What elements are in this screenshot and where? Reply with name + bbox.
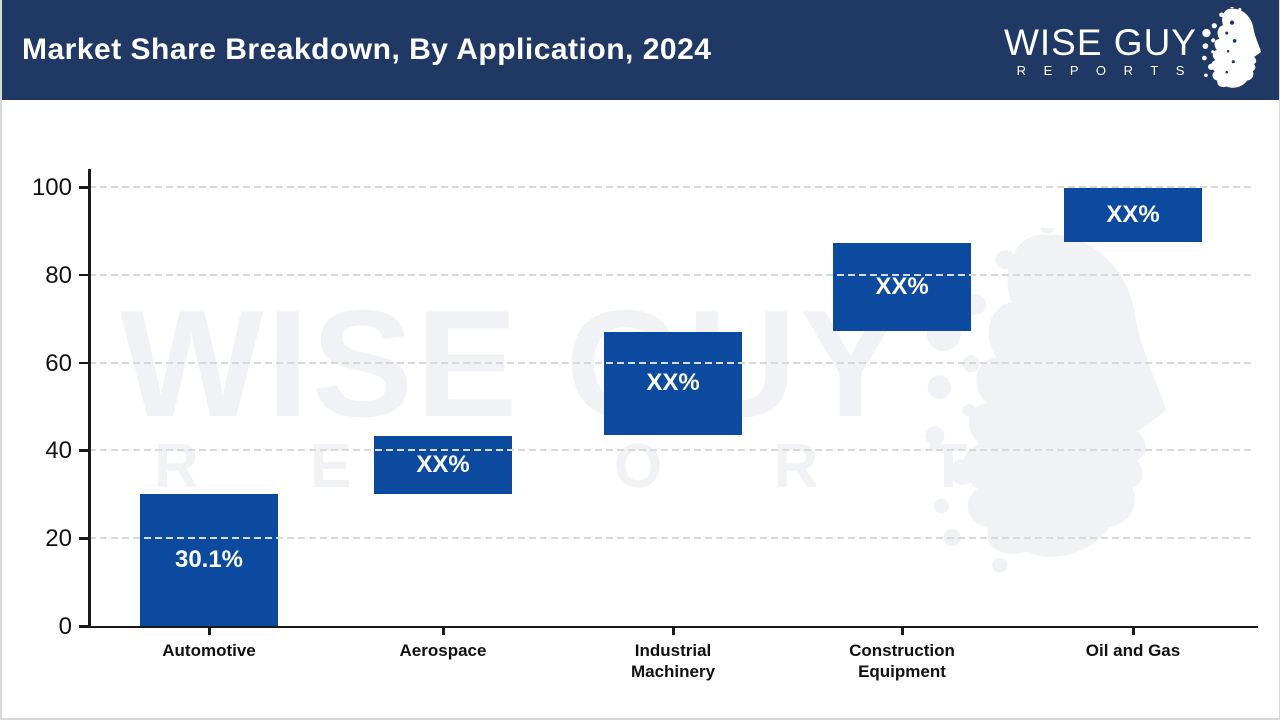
y-tick-label: 40 xyxy=(45,437,72,465)
gridline-20 xyxy=(89,537,1255,540)
gridline-80 xyxy=(89,273,1255,276)
logo-wordmark: WISE GUY xyxy=(1003,21,1197,63)
y-tick-mark xyxy=(79,186,88,189)
y-tick-label: 20 xyxy=(45,525,72,553)
chart-title: Market Share Breakdown, By Application, … xyxy=(22,33,712,66)
x-tick-mark xyxy=(901,627,904,635)
y-tick-label: 80 xyxy=(45,261,72,289)
bar-automotive: 30.1% xyxy=(140,493,278,626)
chart-area: WISE GUY R E P O R T S 30.1% XX% XX% XX% XX%… xyxy=(2,100,1280,720)
head-profile-icon xyxy=(1202,7,1262,88)
bar-value-label: XX% xyxy=(1106,200,1160,228)
y-tick-mark xyxy=(79,273,88,277)
x-tick-mark xyxy=(442,627,445,635)
bar-aerospace: XX% xyxy=(374,435,512,494)
gridline-60 xyxy=(89,361,1255,364)
x-tick-mark xyxy=(672,627,675,635)
bar-value-label: 30.1% xyxy=(174,545,244,573)
bar-value-label: XX% xyxy=(646,369,700,397)
bar-value-label: XX% xyxy=(875,272,929,300)
y-tick-label: 0 xyxy=(58,613,72,640)
header-bar: Market Share Breakdown, By Application, … xyxy=(2,0,1279,100)
wise-guy-logo: WISE GUY R E P O R T S xyxy=(1004,7,1265,93)
y-tick-mark xyxy=(79,537,88,540)
x-tick-label-industrial-machinery: Industrial Machinery xyxy=(630,641,716,682)
bar-value-label: XX% xyxy=(416,450,470,478)
bar-oil-and-gas: XX% xyxy=(1064,187,1202,242)
logo-text: WISE GUY R E P O R T S xyxy=(1004,24,1197,77)
y-tick-mark xyxy=(79,625,88,628)
y-tick-label: 100 xyxy=(31,174,72,201)
x-tick-mark xyxy=(208,627,211,635)
gridline-40 xyxy=(89,449,1255,452)
x-tick-label-oil-and-gas: Oil and Gas xyxy=(1085,641,1181,660)
y-tick-mark xyxy=(79,449,88,452)
x-tick-label-construction-equipment: Construction Equipment xyxy=(849,641,955,682)
y-tick-label: 60 xyxy=(45,349,72,377)
y-tick-mark xyxy=(79,361,88,365)
x-tick-mark xyxy=(1132,627,1135,635)
y-axis-line xyxy=(88,169,91,628)
logo-subtitle: R E P O R T S xyxy=(1016,62,1192,78)
bar-industrial-machinery: XX% xyxy=(604,331,742,436)
watermark-wordmark: WISE GUY xyxy=(120,279,905,449)
x-tick-label-automotive: Automotive xyxy=(162,641,256,660)
x-tick-label-aerospace: Aerospace xyxy=(399,641,487,660)
gridline-100 xyxy=(89,186,1255,188)
x-axis-line xyxy=(86,625,1258,628)
bar-construction-equipment: XX% xyxy=(833,242,971,331)
